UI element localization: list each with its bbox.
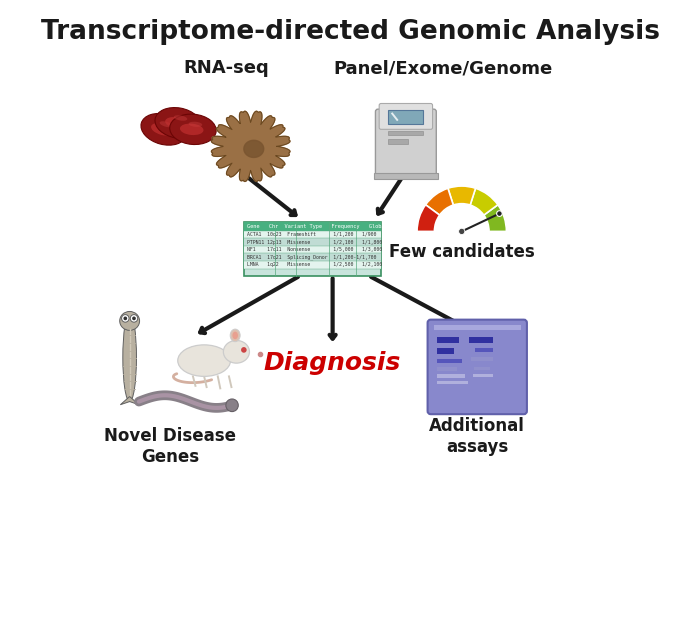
Circle shape — [122, 315, 129, 322]
Ellipse shape — [230, 329, 240, 342]
Wedge shape — [448, 186, 475, 205]
Bar — [244, 222, 381, 275]
FancyBboxPatch shape — [428, 320, 527, 414]
Bar — [475, 348, 493, 353]
Ellipse shape — [141, 113, 187, 145]
Bar — [437, 337, 459, 343]
Polygon shape — [244, 141, 264, 158]
Text: RNA-seq: RNA-seq — [183, 59, 269, 77]
Bar — [374, 173, 438, 179]
Text: BRCA1  17q21  Splicing_Donor  1/1,200-1/1,700: BRCA1 17q21 Splicing_Donor 1/1,200-1/1,7… — [247, 254, 377, 260]
Bar — [437, 348, 454, 354]
Ellipse shape — [232, 332, 238, 339]
Ellipse shape — [165, 117, 188, 129]
Text: LMNA   1q22   Missense        1/2,500   1/2,100: LMNA 1q22 Missense 1/2,500 1/2,100 — [247, 262, 382, 267]
Bar — [244, 253, 381, 261]
Polygon shape — [120, 396, 139, 404]
Bar — [437, 375, 465, 378]
Ellipse shape — [151, 123, 174, 135]
Text: NF1    17q11  Nonsense        1/5,000   1/3,000: NF1 17q11 Nonsense 1/5,000 1/3,000 — [247, 248, 382, 252]
Circle shape — [130, 315, 138, 322]
Circle shape — [123, 316, 127, 320]
Ellipse shape — [223, 341, 249, 363]
Bar — [471, 358, 493, 361]
Text: PTPN11 12p13  Missense        1/2,100   1/1,800: PTPN11 12p13 Missense 1/2,100 1/1,800 — [247, 240, 382, 244]
Bar — [244, 246, 381, 253]
Bar — [244, 239, 381, 246]
Circle shape — [458, 229, 465, 235]
Circle shape — [496, 211, 502, 216]
Wedge shape — [470, 188, 498, 215]
Ellipse shape — [160, 122, 173, 127]
Text: Diagnosis: Diagnosis — [264, 351, 401, 375]
Ellipse shape — [169, 114, 216, 144]
Ellipse shape — [122, 313, 136, 401]
Text: Transcriptome-directed Genomic Analysis: Transcriptome-directed Genomic Analysis — [41, 19, 659, 45]
Ellipse shape — [155, 108, 201, 139]
Bar — [389, 110, 424, 124]
Bar — [389, 130, 424, 135]
Ellipse shape — [188, 122, 202, 127]
Bar — [474, 367, 490, 370]
Circle shape — [226, 399, 238, 411]
Bar — [244, 231, 381, 239]
Bar — [434, 325, 521, 330]
Ellipse shape — [174, 115, 188, 121]
Bar — [244, 261, 381, 268]
Wedge shape — [417, 204, 440, 232]
Bar — [437, 359, 462, 363]
Bar — [469, 337, 493, 343]
Polygon shape — [211, 111, 290, 182]
Circle shape — [132, 316, 136, 320]
Ellipse shape — [178, 345, 230, 377]
Ellipse shape — [180, 123, 204, 135]
Text: Novel Disease
Genes: Novel Disease Genes — [104, 427, 236, 466]
Text: Gene   Chr  Variant Type   Frequency   Global: Gene Chr Variant Type Frequency Global — [247, 224, 388, 229]
Text: Few candidates: Few candidates — [389, 243, 535, 261]
Bar — [437, 382, 468, 384]
Text: Additional
assays: Additional assays — [429, 417, 525, 456]
Text: ACTA1  10q23  Frameshift      1/1,200   1/900: ACTA1 10q23 Frameshift 1/1,200 1/900 — [247, 232, 377, 237]
FancyBboxPatch shape — [379, 103, 433, 129]
Wedge shape — [484, 204, 506, 232]
Wedge shape — [426, 188, 454, 215]
Bar — [244, 222, 381, 231]
Bar — [473, 375, 493, 377]
Bar — [437, 367, 457, 371]
Bar — [389, 139, 408, 144]
FancyBboxPatch shape — [375, 109, 436, 177]
Circle shape — [241, 347, 246, 353]
Ellipse shape — [120, 311, 139, 330]
Text: Panel/Exome/Genome: Panel/Exome/Genome — [333, 59, 553, 77]
